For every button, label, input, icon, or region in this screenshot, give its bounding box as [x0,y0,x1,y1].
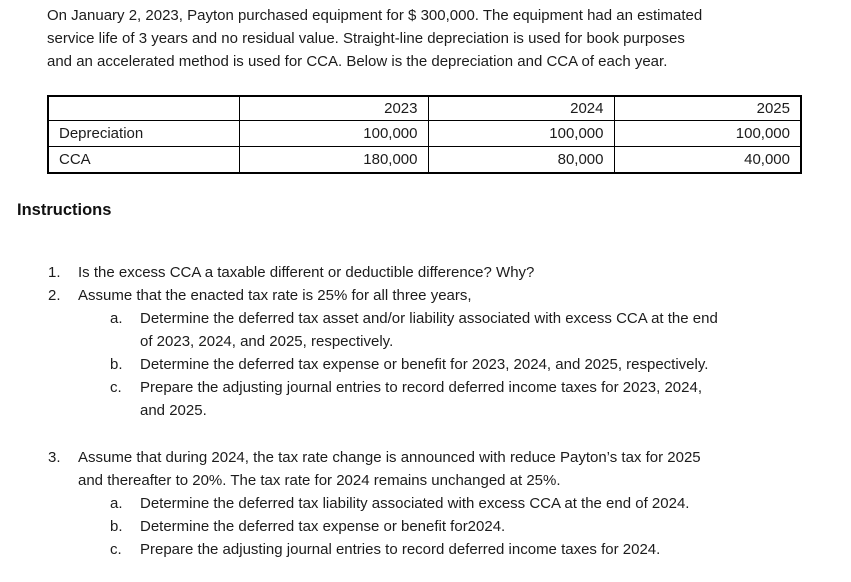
instruction-item-2: 2. Assume that the enacted tax rate is 2… [48,284,851,307]
item-2a-marker: a. [110,309,123,327]
cca-2024-value: 80,000 [427,146,615,173]
item-3-text: Assume that during 2024, the tax rate ch… [78,448,701,489]
row-label-cca: CCA [47,146,240,173]
item-3a-marker: a. [110,494,123,512]
instruction-item-2a: a. Determine the deferred tax asset and/… [110,307,851,353]
row-label-depreciation: Depreciation [47,120,240,147]
table-header-row: 2023 2024 2025 [47,95,802,121]
item-2c-marker: c. [110,378,122,396]
item-2-marker: 2. [48,286,61,304]
item-3c-text: Prepare the adjusting journal entries to… [140,540,661,558]
instruction-item-3: 3. Assume that during 2024, the tax rate… [48,446,851,492]
year-header-2025: 2025 [613,95,802,121]
item-2b-text: Determine the deferred tax expense or be… [140,355,709,373]
table-corner-cell [47,95,240,121]
cca-2023-value: 180,000 [238,146,429,173]
depreciation-2023-value: 100,000 [238,120,429,147]
table-row-depreciation: Depreciation 100,000 100,000 100,000 [47,120,802,147]
item-2a-text: Determine the deferred tax asset and/or … [140,309,718,350]
item-3b-marker: b. [110,517,123,535]
depreciation-2024-value: 100,000 [427,120,615,147]
item-3a-text: Determine the deferred tax liability ass… [140,494,690,512]
cca-2025-value: 40,000 [613,146,802,173]
instruction-item-1: 1. Is the excess CCA a taxable different… [48,261,851,284]
instructions-list: 1. Is the excess CCA a taxable different… [0,261,851,561]
depreciation-cca-table: 2023 2024 2025 Depreciation 100,000 100,… [47,95,802,174]
instruction-item-2b: b. Determine the deferred tax expense or… [110,353,851,376]
depreciation-2025-value: 100,000 [613,120,802,147]
instruction-item-3c: c. Prepare the adjusting journal entries… [110,538,851,561]
instructions-heading: Instructions [17,200,112,219]
item-3-marker: 3. [48,448,61,466]
instruction-item-3b: b. Determine the deferred tax expense or… [110,515,851,538]
item-2-text: Assume that the enacted tax rate is 25% … [78,286,472,304]
item-2b-marker: b. [110,355,123,373]
item-1-text: Is the excess CCA a taxable different or… [78,263,535,281]
instruction-item-3a: a. Determine the deferred tax liability … [110,492,851,515]
intro-paragraph: On January 2, 2023, Payton purchased equ… [47,7,703,70]
instruction-item-2c: c. Prepare the adjusting journal entries… [110,376,851,422]
item-3b-text: Determine the deferred tax expense or be… [140,517,506,535]
year-header-2023: 2023 [238,95,429,121]
table-row-cca: CCA 180,000 80,000 40,000 [47,146,802,173]
year-header-2024: 2024 [427,95,615,121]
item-3c-marker: c. [110,540,122,558]
item-1-marker: 1. [48,263,61,281]
item-2c-text: Prepare the adjusting journal entries to… [140,378,703,419]
